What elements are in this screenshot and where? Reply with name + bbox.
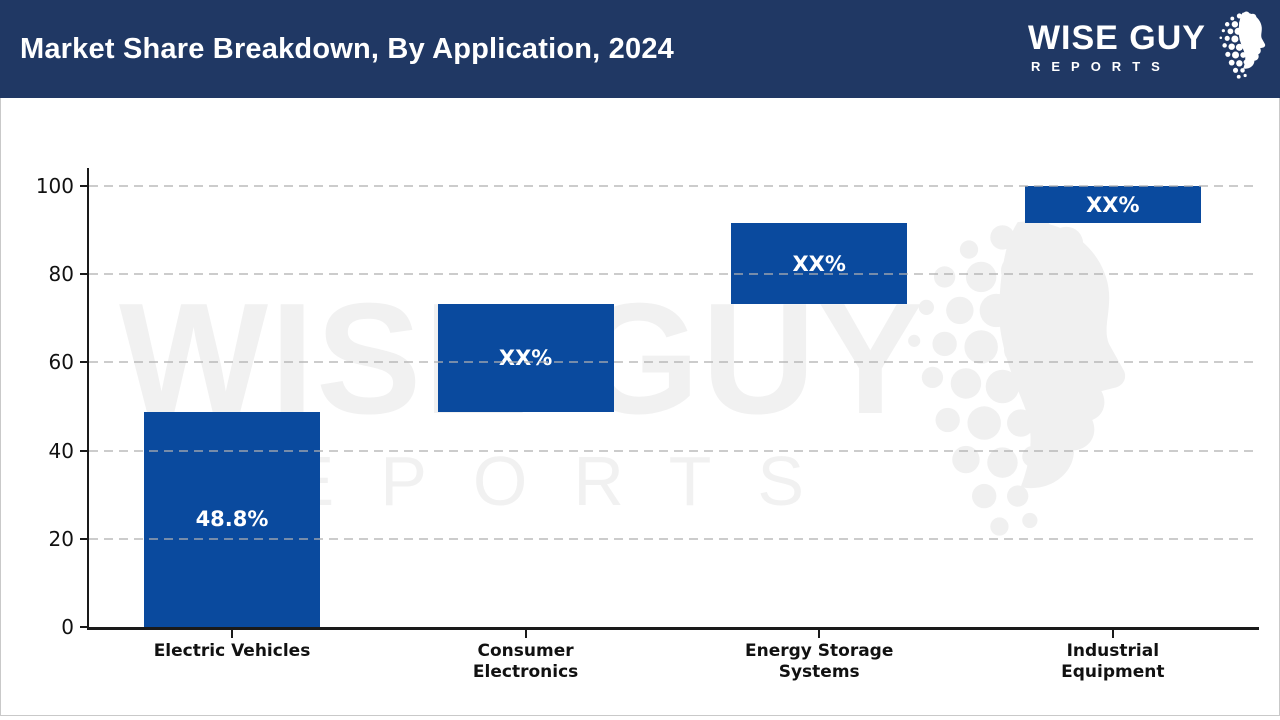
page-title: Market Share Breakdown, By Application, … [20, 32, 674, 65]
x-category-label-line: Electronics [472, 662, 579, 682]
wise-guy-logo: WISE GUY REPORTS [1028, 6, 1272, 88]
y-tick-mark [80, 449, 89, 452]
y-tick-label: 20 [48, 526, 74, 551]
x-category-label-line: Systems [778, 662, 860, 682]
x-category-label-line: Electric Vehicles [153, 641, 311, 661]
logo-wordmark-line2: REPORTS [1030, 58, 1171, 74]
x-category-label-line: Energy Storage [744, 641, 894, 661]
x-tick-mark [1111, 630, 1114, 638]
bar-industrial-equipment: XX% [1024, 186, 1201, 224]
y-tick-label: 60 [48, 350, 74, 375]
gridline-60 [89, 361, 1259, 364]
x-tick-mark [524, 630, 527, 638]
x-category-label-industrial-equipment: Industrial Equipment [983, 641, 1243, 683]
x-tick-mark [818, 630, 821, 638]
logo-wordmark-line1: WISE GUY [1027, 18, 1206, 57]
bar-value-label: XX% [1086, 192, 1140, 217]
y-tick-mark [80, 273, 89, 276]
header: Market Share Breakdown, By Application, … [0, 0, 1280, 98]
y-axis [87, 168, 89, 629]
gridline-20 [89, 537, 1259, 540]
bar-consumer-electronics: XX% [437, 304, 614, 412]
bar-value-label: XX% [792, 251, 846, 276]
gridline-100 [89, 185, 1259, 187]
x-category-label-electric-vehicles: Electric Vehicles [102, 641, 362, 662]
y-tick-mark [80, 626, 89, 628]
y-tick-label: 100 [35, 174, 74, 198]
bar-electric-vehicles: 48.8% [144, 411, 320, 627]
logo-head-dots-icon [1219, 11, 1266, 79]
x-category-label-consumer-electronics: Consumer Electronics [396, 641, 656, 683]
y-tick-mark [80, 361, 89, 364]
y-tick-label: 40 [48, 438, 74, 463]
y-tick-mark [80, 537, 89, 540]
y-tick-mark [80, 185, 89, 187]
logo-wordmark: WISE GUY REPORTS [1028, 21, 1206, 74]
gridline-80 [89, 273, 1259, 276]
x-category-label-energy-storage-systems: Energy Storage Systems [689, 641, 949, 683]
x-category-label-line: Industrial [1066, 641, 1160, 661]
x-category-label-line: Consumer [477, 641, 574, 661]
y-tick-label: 0 [61, 615, 74, 639]
bar-value-label: 48.8% [195, 507, 269, 532]
plot-area: 48.8% XX% XX% XX% 0 20 40 60 80 100 Electric Vehic… [1, 98, 1279, 715]
bar-energy-storage-systems: XX% [731, 223, 908, 305]
gridline-40 [89, 449, 1259, 452]
x-category-label-line: Equipment [1061, 662, 1165, 682]
y-tick-label: 80 [48, 262, 74, 287]
x-axis [87, 627, 1259, 630]
x-tick-mark [231, 630, 233, 638]
bar-value-label: XX% [498, 345, 553, 370]
chart-panel: WISE GUY REPORTS 48.8% XX% XX% XX% 0 20 40 60 80… [0, 98, 1280, 716]
